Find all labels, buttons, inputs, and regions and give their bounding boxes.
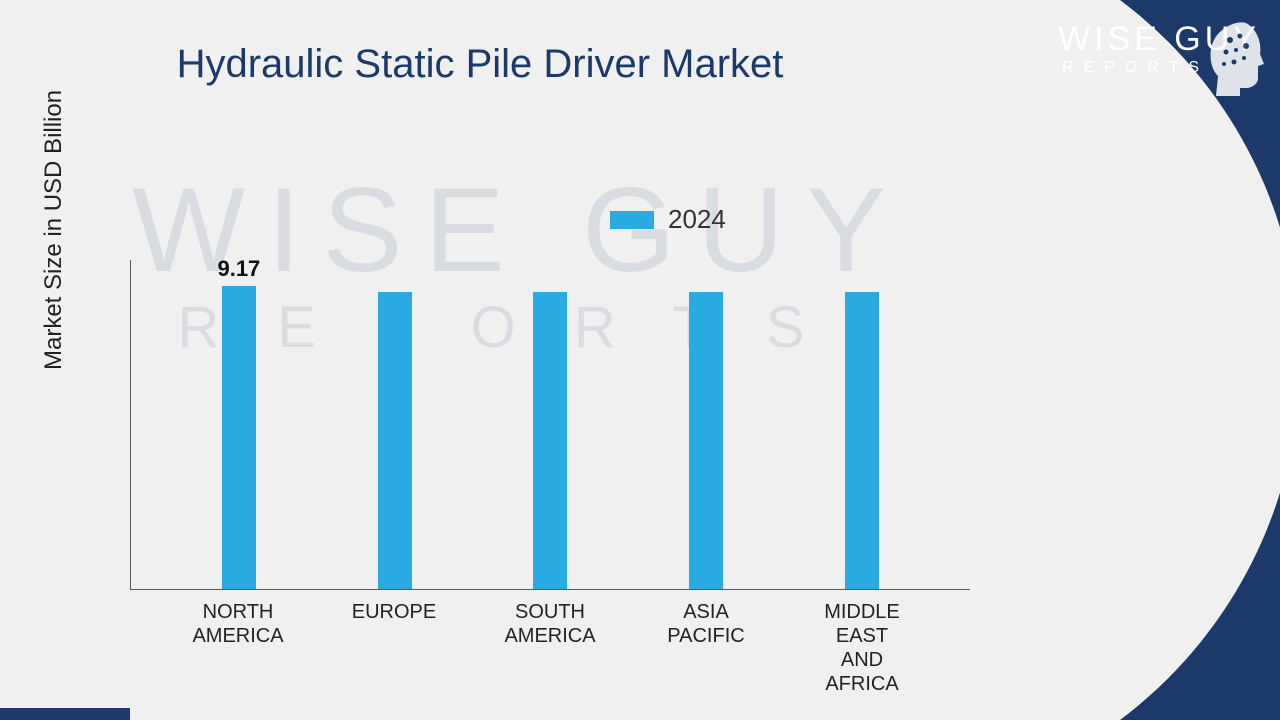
bar xyxy=(222,286,256,589)
legend-label: 2024 xyxy=(668,204,726,235)
chart-canvas: WISE GUY REPORTS Hydraulic Static Pile D… xyxy=(0,0,1280,720)
chart-area: WISE GUY REPORTS Market Size in USD Bill… xyxy=(60,130,980,670)
bar-wrap xyxy=(490,292,610,589)
x-category-label: EUROPE xyxy=(334,594,454,696)
x-category-label: SOUTH AMERICA xyxy=(490,594,610,696)
accent-strip xyxy=(0,708,130,720)
chart-title: Hydraulic Static Pile Driver Market xyxy=(0,42,960,87)
bars-container: 9.17 xyxy=(131,260,970,589)
x-category-label: NORTH AMERICA xyxy=(178,594,298,696)
bar-wrap xyxy=(802,292,922,589)
bar-wrap xyxy=(335,292,455,589)
x-labels-container: NORTH AMERICA EUROPE SOUTH AMERICA ASIA PAC… xyxy=(130,594,970,696)
bar xyxy=(689,292,723,589)
brain-head-icon xyxy=(1196,18,1266,98)
plot-region: 9.17 xyxy=(130,260,970,590)
x-category-label: ASIA PACIFIC xyxy=(646,594,766,696)
brand-logo: WISE GUY REPORTS xyxy=(1058,22,1260,76)
bar xyxy=(533,292,567,589)
bar-wrap xyxy=(646,292,766,589)
bar xyxy=(378,292,412,589)
legend-swatch xyxy=(610,211,654,229)
y-axis-label: Market Size in USD Billion xyxy=(40,90,68,370)
panel-cutout xyxy=(960,0,1280,720)
bar xyxy=(845,292,879,589)
brand-panel: WISE GUY REPORTS xyxy=(960,0,1280,720)
x-category-label: MIDDLE EAST AND AFRICA xyxy=(802,594,922,696)
bar-value-label: 9.17 xyxy=(217,256,260,282)
bar-wrap: 9.17 xyxy=(179,286,299,589)
chart-legend: 2024 xyxy=(610,204,726,235)
